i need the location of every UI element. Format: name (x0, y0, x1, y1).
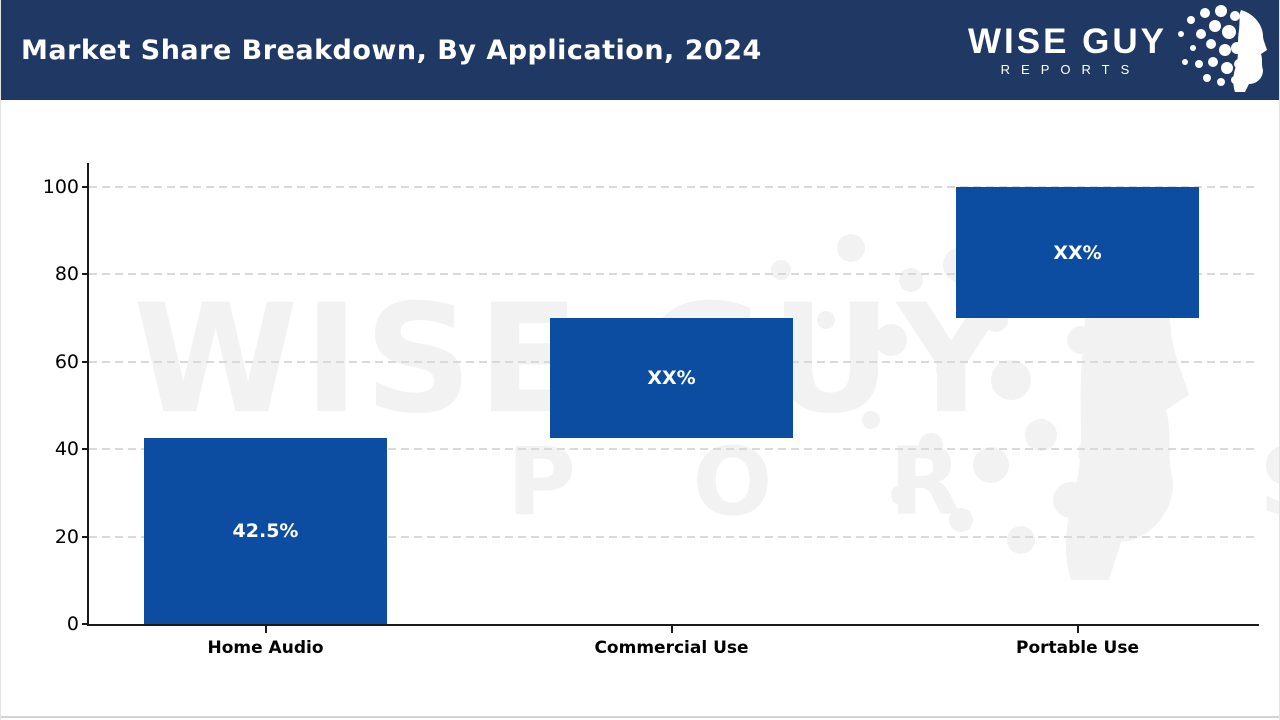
bar-commercial-use: XX% (550, 318, 793, 439)
y-tick (82, 273, 89, 276)
x-tick (264, 626, 267, 633)
page-title: Market Share Breakdown, By Application, … (21, 34, 762, 66)
gridline (89, 448, 1259, 451)
bottom-divider (1, 716, 1279, 718)
x-category-label: Portable Use (1015, 638, 1140, 658)
gridline (89, 535, 1259, 538)
header: Market Share Breakdown, By Application, … (1, 0, 1279, 100)
x-category-label: Home Audio (207, 638, 324, 658)
y-tick-label: 60 (54, 350, 79, 373)
x-tick (670, 626, 673, 633)
y-tick (82, 623, 89, 625)
face-profile-icon (1171, 4, 1267, 96)
x-axis-line (87, 624, 1259, 626)
bar-value-label: 42.5% (232, 520, 299, 543)
y-tick-label: 100 (42, 176, 79, 198)
brand-logo: WISE GUY REPORTS (968, 0, 1267, 100)
bar-value-label: XX% (647, 367, 696, 390)
y-tick (82, 535, 89, 538)
y-tick (82, 360, 89, 363)
bar-value-label: XX% (1053, 241, 1102, 264)
y-tick-label: 80 (54, 263, 79, 286)
y-tick (82, 448, 89, 451)
bar-portable-use: XX% (956, 187, 1199, 319)
y-tick (82, 186, 89, 188)
brand-logo-text: WISE GUY REPORTS (968, 24, 1167, 76)
gridline (89, 186, 1259, 188)
y-tick-label: 40 (54, 438, 79, 461)
gridline (89, 273, 1259, 276)
brand-subname: REPORTS (1000, 62, 1141, 77)
x-tick (1076, 626, 1079, 633)
y-tick-label: 0 (66, 613, 79, 635)
y-tick-label: 20 (54, 525, 79, 548)
y-axis-line (87, 163, 89, 626)
brand-name: WISE GUY (967, 22, 1167, 61)
x-category-label: Commercial Use (594, 638, 749, 658)
bar-home-audio: 42.5% (144, 438, 387, 624)
